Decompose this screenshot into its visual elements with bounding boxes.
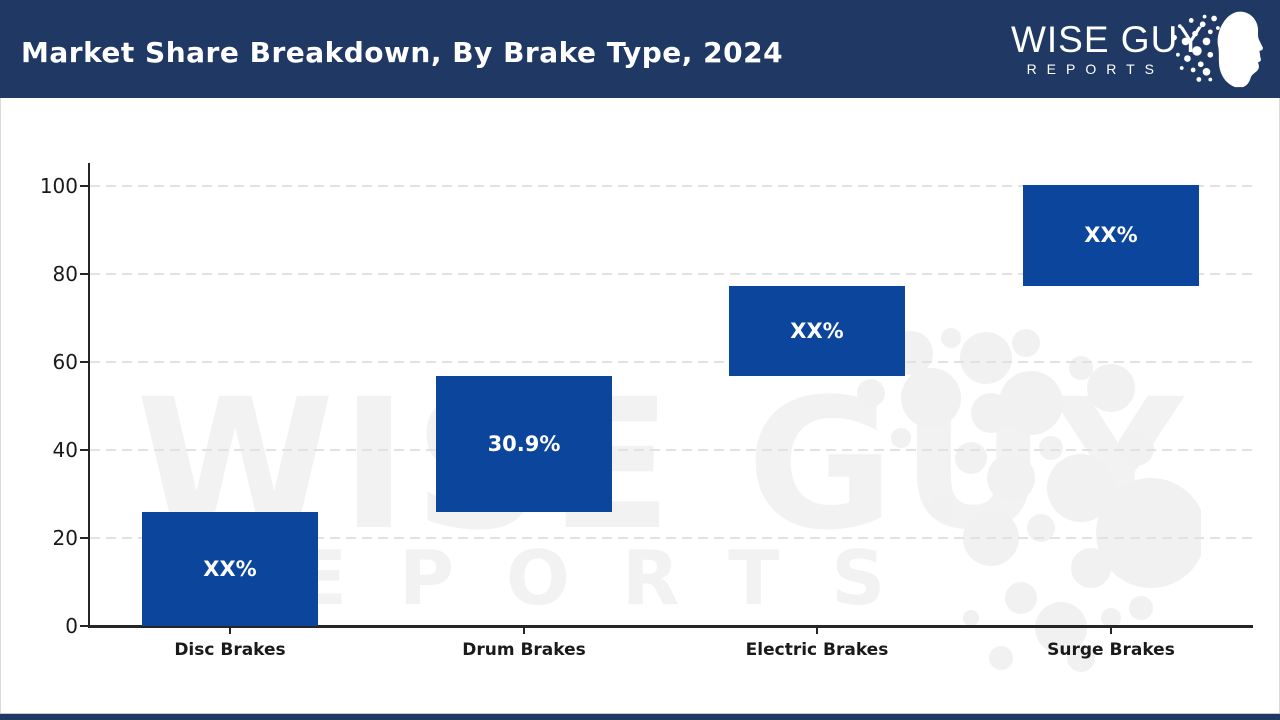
bar-drum-brakes: 30.9% (436, 376, 612, 513)
gridline-40 (90, 449, 1253, 451)
ytick-label-0: 0 (65, 614, 78, 638)
ytick-label-20: 20 (52, 526, 78, 550)
bar-value-label: XX% (790, 318, 844, 343)
brand-logo-text: WISE GUY REPORTS (1011, 21, 1204, 77)
x-axis-spine (88, 625, 1253, 628)
xtick-mark-1 (523, 627, 525, 634)
gridline-100 (90, 185, 1253, 187)
ytick-label-80: 80 (52, 262, 78, 286)
gridline-20 (90, 537, 1253, 539)
ytick-label-60: 60 (52, 350, 78, 374)
bar-surge-brakes: XX% (1023, 185, 1199, 286)
brand-logo: WISE GUY REPORTS (1011, 7, 1268, 91)
xtick-mark-3 (1110, 627, 1112, 634)
xtick-mark-2 (816, 627, 818, 634)
footer-divider (0, 713, 1280, 714)
bar-value-label: XX% (203, 557, 257, 581)
y-axis-spine (88, 163, 90, 627)
logo-wiseguy-label: WISE GUY (1010, 19, 1204, 60)
ytick-mark-40 (80, 449, 88, 451)
ytick-mark-0 (80, 625, 88, 627)
ytick-mark-60 (80, 361, 88, 363)
xtick-mark-0 (229, 627, 231, 634)
ytick-label-100: 100 (39, 174, 78, 198)
xcat-label-3: Surge Brakes (1047, 640, 1175, 660)
header: Market Share Breakdown, By Brake Type, 2… (0, 0, 1280, 98)
ytick-mark-100 (80, 185, 88, 187)
ytick-mark-80 (80, 273, 88, 275)
xcat-label-2: Electric Brakes (745, 640, 889, 660)
gridline-60 (90, 361, 1253, 363)
xcat-label-0: Disc Brakes (174, 640, 286, 660)
ytick-mark-20 (80, 537, 88, 539)
bar-value-label: 30.9% (487, 432, 561, 457)
bar-value-label: XX% (1084, 223, 1138, 248)
bar-disc-brakes: XX% (142, 512, 318, 626)
ytick-label-40: 40 (52, 438, 78, 462)
logo-reports-label: REPORTS (1026, 61, 1164, 77)
gridline-80 (90, 273, 1253, 275)
footer-bar (0, 714, 1280, 720)
bar-electric-brakes: XX% (729, 285, 905, 377)
page-title: Market Share Breakdown, By Brake Type, 2… (21, 36, 784, 69)
head-profile-icon (1171, 11, 1263, 88)
xcat-label-1: Drum Brakes (462, 640, 586, 660)
